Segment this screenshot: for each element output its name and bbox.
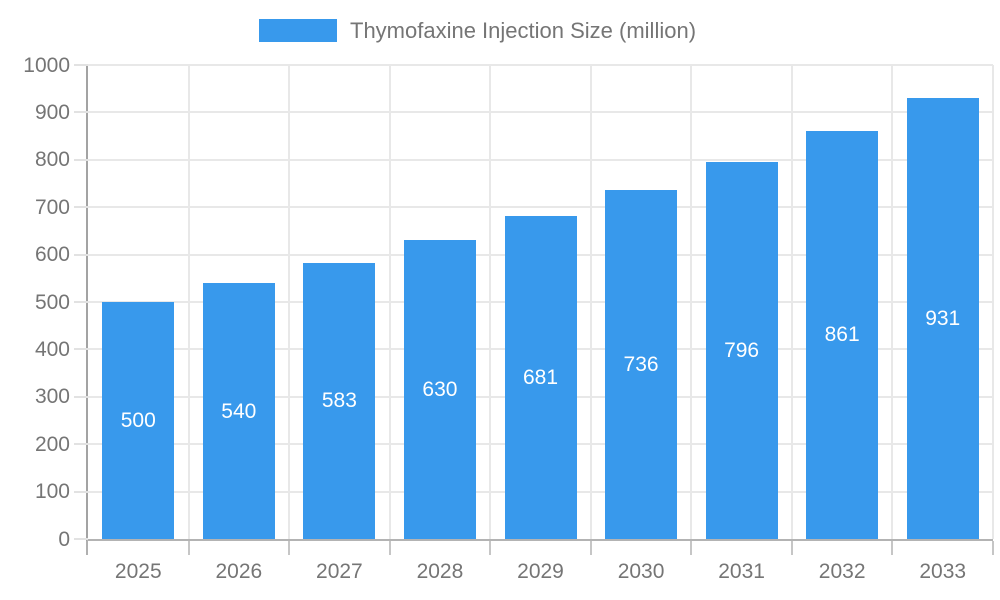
- y-axis-tick-label: 500: [34, 290, 70, 314]
- y-axis-tick: [74, 490, 88, 493]
- x-axis-tick: [690, 541, 693, 555]
- gridline-vertical: [388, 65, 391, 539]
- bar-2032: [806, 130, 879, 539]
- x-axis-line: [87, 539, 993, 541]
- gridline-vertical: [992, 65, 994, 539]
- x-axis-tick: [790, 541, 793, 555]
- y-axis-tick-label: 900: [34, 100, 70, 124]
- y-axis-tick: [74, 538, 88, 540]
- x-axis-tick-label: 2030: [617, 560, 665, 583]
- y-axis-tick-label: 700: [34, 195, 70, 219]
- x-axis-tick: [891, 541, 894, 555]
- bar-2025: [102, 302, 175, 539]
- gridline-vertical: [790, 65, 793, 539]
- bar-2030: [605, 190, 678, 539]
- bar-2027: [303, 262, 376, 539]
- y-axis-tick-label: 300: [34, 385, 70, 409]
- y-axis-tick: [74, 395, 88, 398]
- gridline-vertical: [187, 65, 190, 539]
- bar-value-label: 681: [522, 366, 559, 390]
- x-axis-tick-label: 2031: [718, 560, 765, 583]
- y-axis-tick-label: 0: [58, 527, 70, 551]
- x-axis-tick-label: 2033: [919, 560, 967, 583]
- bar-value-label: 500: [120, 409, 156, 432]
- bar-2026: [202, 283, 275, 539]
- y-axis-tick-label: 100: [34, 480, 70, 504]
- legend-swatch: [259, 19, 337, 42]
- gridline-horizontal: [88, 206, 993, 209]
- y-axis-tick: [74, 158, 88, 161]
- bar-value-label: 540: [221, 399, 257, 423]
- gridline-vertical: [288, 65, 291, 539]
- y-axis-tick: [74, 64, 88, 66]
- gridline-vertical: [891, 65, 894, 539]
- bar-value-label: 931: [925, 306, 961, 330]
- x-axis-tick-label: 2029: [517, 560, 564, 583]
- y-axis-tick: [74, 111, 88, 114]
- y-axis-tick-label: 600: [34, 243, 70, 267]
- x-axis-tick-label: 2028: [416, 560, 464, 583]
- x-axis-tick: [489, 541, 492, 555]
- bar-value-label: 736: [623, 353, 659, 377]
- y-axis-tick: [74, 253, 88, 256]
- x-axis-tick-label: 2032: [818, 560, 866, 583]
- gridline-horizontal: [88, 158, 993, 161]
- bar-2028: [403, 240, 476, 539]
- y-axis-tick-label: 1000: [23, 53, 70, 77]
- bar-value-label: 630: [422, 378, 458, 402]
- y-axis-tick-label: 400: [34, 337, 70, 361]
- y-axis-tick: [74, 443, 88, 446]
- plot-area: 500 540 583 630 681 736 796 861 931: [88, 65, 993, 539]
- bar-2029: [504, 216, 577, 539]
- gridline-horizontal: [88, 64, 993, 66]
- legend: Thymofaxine Injection Size (million): [259, 17, 696, 44]
- y-axis-tick-label: 800: [34, 148, 70, 172]
- gridline-horizontal: [88, 111, 993, 114]
- y-axis-tick: [74, 301, 88, 303]
- y-axis-tick: [74, 348, 88, 351]
- gridline-vertical: [589, 65, 592, 539]
- x-axis-tick-label: 2026: [215, 560, 263, 583]
- y-axis-tick: [74, 206, 88, 209]
- y-axis-tick-label: 200: [34, 432, 70, 456]
- x-axis-tick-label: 2025: [114, 560, 162, 583]
- x-axis-tick: [288, 541, 291, 555]
- x-axis-tick: [589, 541, 592, 555]
- legend-label: Thymofaxine Injection Size (million): [350, 17, 697, 43]
- bar-value-label: 861: [824, 323, 860, 347]
- gridline-vertical: [489, 65, 492, 539]
- gridline-vertical: [690, 65, 693, 539]
- x-axis-tick: [388, 541, 391, 555]
- y-axis-line: [86, 65, 88, 554]
- x-axis-tick: [86, 541, 88, 555]
- x-axis-tick-label: 2027: [316, 560, 363, 583]
- bar-2031: [705, 161, 778, 539]
- bar-value-label: 583: [321, 389, 357, 413]
- x-axis-tick: [992, 541, 994, 555]
- bar-2033: [906, 97, 979, 539]
- x-axis-tick: [187, 541, 190, 555]
- bar-value-label: 796: [724, 338, 760, 362]
